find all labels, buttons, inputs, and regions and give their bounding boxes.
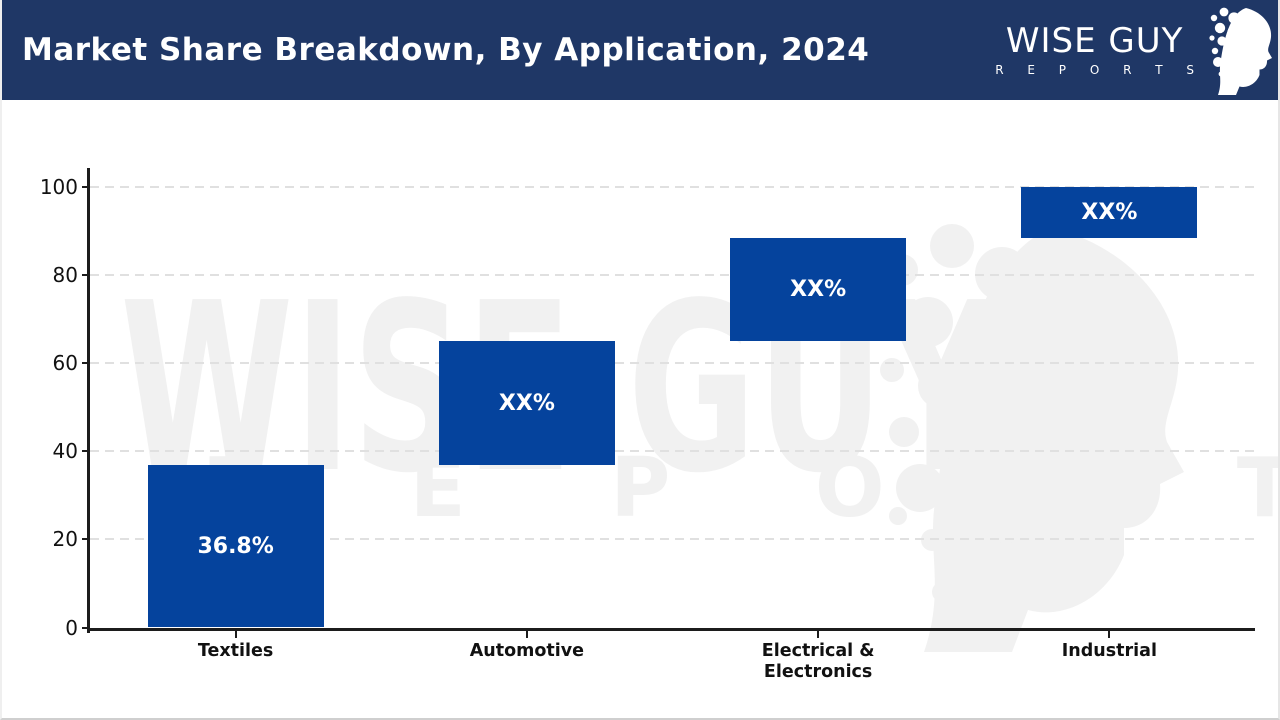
watermark-face-icon bbox=[880, 224, 1184, 652]
x-axis-category-label: Automotive bbox=[469, 640, 585, 661]
brand-subtitle: R E P O R T S bbox=[995, 62, 1204, 77]
gridline bbox=[90, 273, 1255, 276]
x-axis-tick bbox=[817, 630, 820, 638]
bar-value-label: XX% bbox=[790, 276, 847, 302]
bar-industrial: XX% bbox=[1021, 186, 1198, 239]
gridline bbox=[90, 450, 1255, 453]
x-axis-tick bbox=[1108, 630, 1111, 638]
y-axis-tick-label: 100 bbox=[39, 174, 78, 199]
x-axis-category-label: Industrial bbox=[1061, 640, 1157, 661]
x-axis-tick bbox=[525, 630, 528, 638]
brand-logo-text: WISE GUY R E P O R T S bbox=[985, 21, 1204, 77]
logo-face-icon bbox=[1209, 7, 1272, 95]
header-bar: Market Share Breakdown, By Application, … bbox=[2, 0, 1278, 100]
bar-value-label: XX% bbox=[1081, 199, 1138, 225]
bar-electrical-electronics: XX% bbox=[730, 238, 907, 341]
x-axis-category-label: Electrical & Electronics bbox=[761, 640, 875, 683]
gridline bbox=[90, 185, 1255, 188]
gridline bbox=[90, 538, 1255, 541]
y-axis-tick bbox=[82, 626, 90, 629]
y-axis-tick-label: 80 bbox=[52, 262, 78, 287]
y-axis-tick bbox=[82, 273, 90, 276]
y-axis-line bbox=[87, 168, 90, 633]
x-axis-category-label: Textiles bbox=[197, 640, 274, 661]
y-axis-tick bbox=[82, 185, 90, 188]
chart-area: WISE GUY R E P O R T S 02040608010036.8%… bbox=[2, 100, 1278, 718]
brand-name: WISE GUY bbox=[1005, 21, 1184, 62]
bar-automotive: XX% bbox=[438, 340, 615, 466]
page-title: Market Share Breakdown, By Application, … bbox=[22, 32, 870, 68]
x-axis-line bbox=[87, 627, 1255, 631]
y-axis-tick bbox=[82, 450, 90, 453]
bar-textiles: 36.8% bbox=[147, 465, 324, 628]
y-axis-tick-label: 40 bbox=[52, 439, 78, 464]
y-axis-tick-label: 0 bbox=[65, 615, 78, 640]
bar-value-label: XX% bbox=[498, 390, 555, 416]
y-axis-tick-label: 60 bbox=[52, 350, 78, 375]
y-axis-tick-label: 20 bbox=[52, 527, 78, 552]
y-axis-tick bbox=[82, 361, 90, 364]
x-axis-tick bbox=[234, 630, 237, 638]
bar-value-label: 36.8% bbox=[197, 533, 274, 559]
y-axis-tick bbox=[82, 538, 90, 541]
brand-logo: WISE GUY R E P O R T S bbox=[985, 4, 1274, 96]
gridline bbox=[90, 361, 1255, 364]
